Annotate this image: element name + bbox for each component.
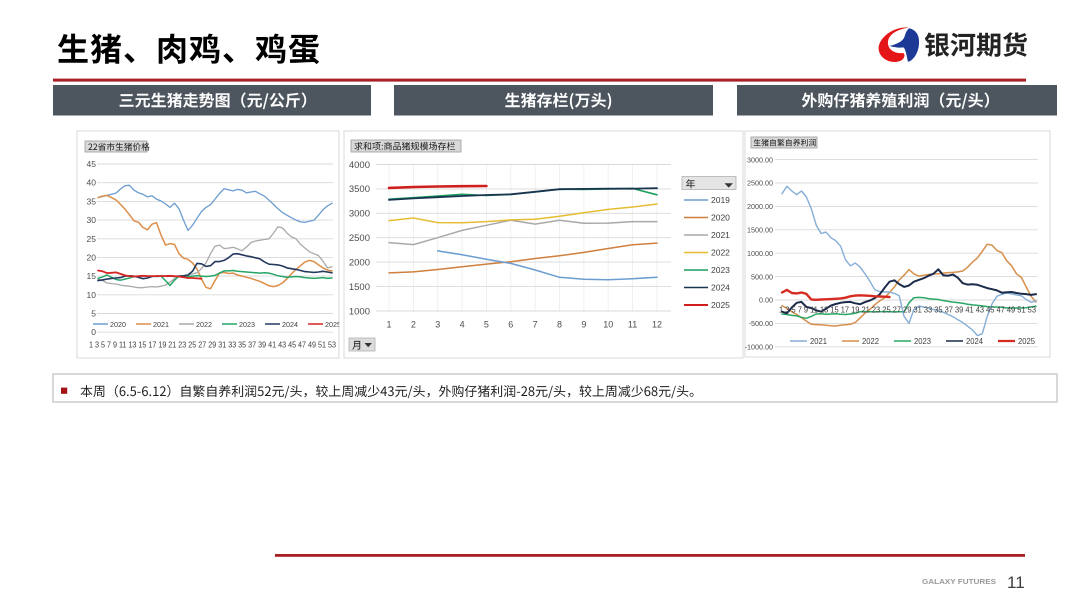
svg-text:2024: 2024 bbox=[966, 337, 984, 346]
svg-text:2025: 2025 bbox=[711, 300, 730, 310]
svg-text:1500.00: 1500.00 bbox=[747, 226, 773, 235]
svg-text:2022: 2022 bbox=[711, 248, 730, 258]
svg-text:2024: 2024 bbox=[282, 320, 298, 329]
svg-text:-1000.00: -1000.00 bbox=[745, 343, 773, 352]
svg-text:2021: 2021 bbox=[153, 320, 169, 329]
svg-text:40: 40 bbox=[87, 178, 97, 188]
svg-text:8: 8 bbox=[557, 320, 562, 330]
svg-text:5: 5 bbox=[91, 309, 96, 319]
svg-text:25: 25 bbox=[87, 234, 97, 244]
svg-text:3: 3 bbox=[435, 320, 440, 330]
svg-text:9: 9 bbox=[581, 320, 586, 330]
svg-text:1500: 1500 bbox=[349, 282, 370, 293]
svg-text:2025: 2025 bbox=[1018, 337, 1036, 346]
svg-text:2022: 2022 bbox=[862, 337, 880, 346]
svg-text:11: 11 bbox=[1007, 573, 1025, 592]
svg-text:2024: 2024 bbox=[711, 283, 730, 293]
svg-text:2: 2 bbox=[411, 320, 416, 330]
svg-text:45: 45 bbox=[87, 159, 97, 169]
svg-text:11: 11 bbox=[628, 320, 637, 330]
svg-text:5: 5 bbox=[484, 320, 489, 330]
svg-text:4: 4 bbox=[460, 320, 465, 330]
svg-text:2023: 2023 bbox=[239, 320, 255, 329]
svg-text:2022: 2022 bbox=[196, 320, 212, 329]
svg-text:10: 10 bbox=[87, 290, 97, 300]
svg-text:2000.00: 2000.00 bbox=[747, 202, 773, 211]
svg-text:2500.00: 2500.00 bbox=[747, 179, 773, 188]
svg-text:3000.00: 3000.00 bbox=[747, 155, 773, 164]
svg-text:1 3 5 7 9 11 13 15 17 19 21 23: 1 3 5 7 9 11 13 15 17 19 21 23 25 27 29 … bbox=[779, 306, 1036, 315]
svg-text:2020: 2020 bbox=[110, 320, 126, 329]
svg-text:0: 0 bbox=[91, 327, 96, 337]
svg-text:2000: 2000 bbox=[349, 257, 370, 268]
svg-text:2019: 2019 bbox=[711, 195, 730, 205]
svg-text:30: 30 bbox=[87, 215, 97, 225]
svg-text:0.00: 0.00 bbox=[759, 296, 773, 305]
svg-text:15: 15 bbox=[87, 271, 97, 281]
svg-text:4000: 4000 bbox=[349, 160, 370, 171]
svg-text:7: 7 bbox=[533, 320, 538, 330]
svg-text:2025: 2025 bbox=[325, 320, 341, 329]
svg-text:1000.00: 1000.00 bbox=[747, 249, 773, 258]
svg-text:-500.00: -500.00 bbox=[749, 319, 773, 328]
svg-text:10: 10 bbox=[603, 320, 613, 330]
svg-text:20: 20 bbox=[87, 252, 97, 262]
svg-text:6: 6 bbox=[508, 320, 513, 330]
svg-text:2021: 2021 bbox=[810, 337, 828, 346]
svg-text:3000: 3000 bbox=[349, 209, 370, 220]
svg-text:GALAXY FUTURES: GALAXY FUTURES bbox=[922, 577, 996, 586]
svg-text:2023: 2023 bbox=[711, 265, 730, 275]
svg-text:2021: 2021 bbox=[711, 230, 730, 240]
svg-text:1 3 5 7 9 11 13 15 17 19 21 23: 1 3 5 7 9 11 13 15 17 19 21 23 25 27 29 … bbox=[89, 340, 336, 349]
svg-text:1000: 1000 bbox=[349, 306, 370, 317]
svg-text:12: 12 bbox=[652, 320, 662, 330]
svg-text:500.00: 500.00 bbox=[751, 272, 773, 281]
svg-text:35: 35 bbox=[87, 196, 97, 206]
svg-text:1: 1 bbox=[386, 320, 391, 330]
svg-text:2020: 2020 bbox=[711, 213, 730, 223]
svg-text:3500: 3500 bbox=[349, 184, 370, 195]
svg-text:2023: 2023 bbox=[914, 337, 932, 346]
svg-text:2500: 2500 bbox=[349, 233, 370, 244]
